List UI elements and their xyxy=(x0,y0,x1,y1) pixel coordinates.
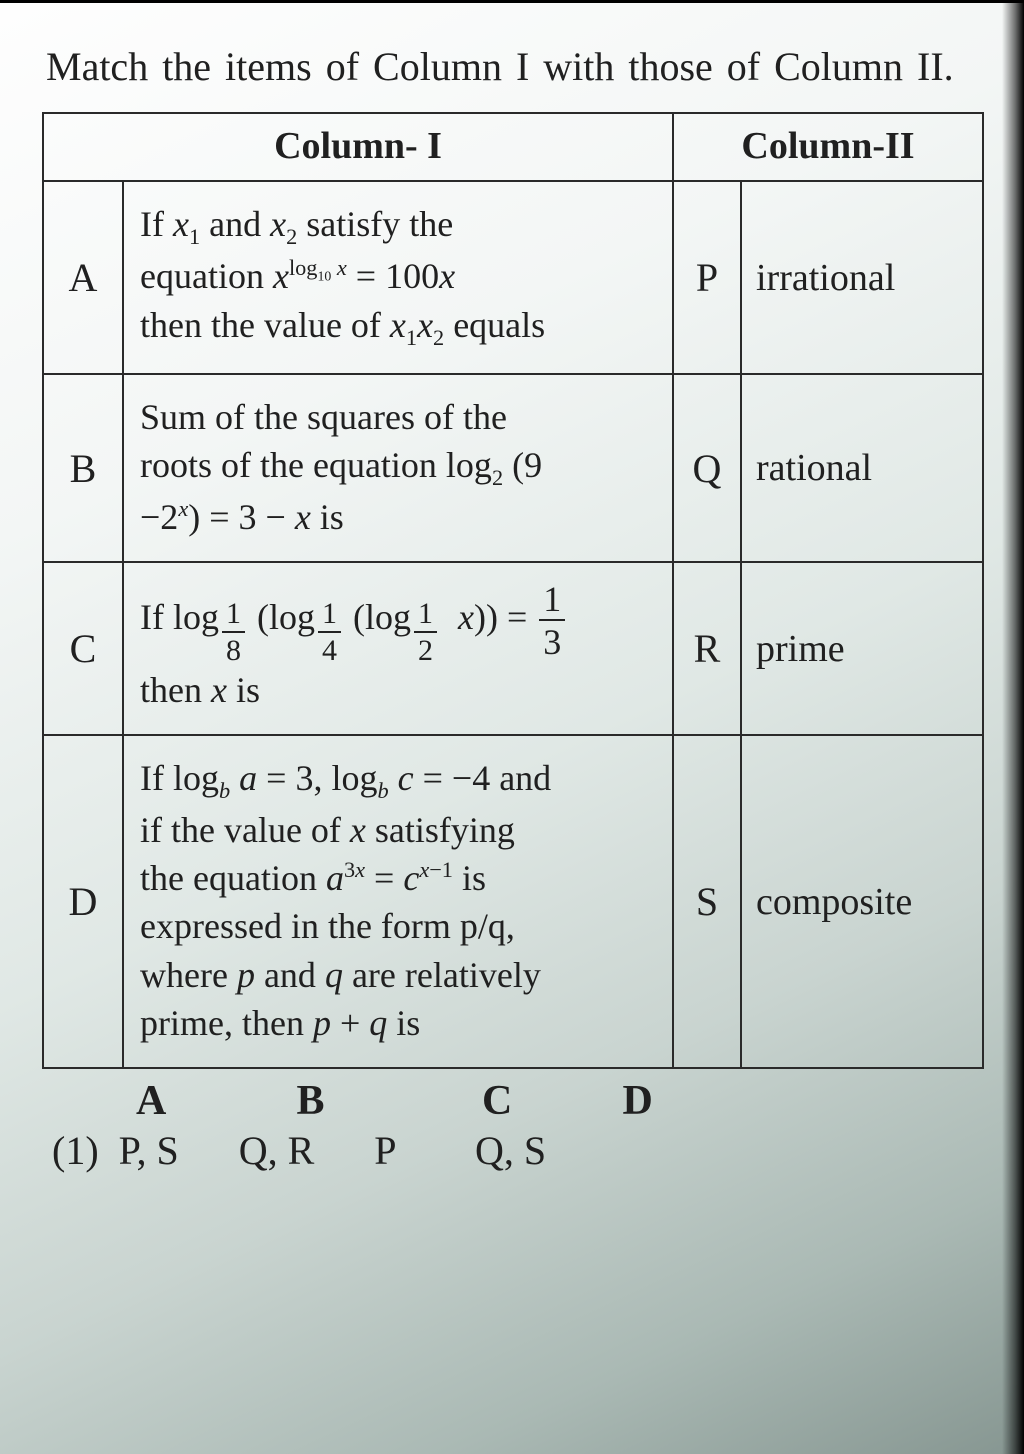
table-row: B Sum of the squares of the roots of the… xyxy=(43,374,983,563)
row-C-col1: If log18 (log14 (log12 x)) = 13 then x i… xyxy=(123,562,673,735)
row-A-label: A xyxy=(43,181,123,373)
row-A-rlabel: P xyxy=(673,181,741,373)
intro-text: Match the items of Column I with those o… xyxy=(46,40,990,94)
row-B-rlabel: Q xyxy=(673,374,741,563)
header-col1: Column- I xyxy=(43,113,673,181)
row-D-label: D xyxy=(43,735,123,1068)
header-col2: Column-II xyxy=(673,113,983,181)
row-A-col2: irrational xyxy=(741,181,983,373)
row-B-col2: rational xyxy=(741,374,983,563)
table-row: A If x1 and x2 satisfy the equation xlog… xyxy=(43,181,983,373)
row-D-col1: If logb a = 3, logb c = −4 and if the va… xyxy=(123,735,673,1068)
row-C-col2: prime xyxy=(741,562,983,735)
table-row: D If logb a = 3, logb c = −4 and if the … xyxy=(43,735,983,1068)
table-row: C If log18 (log14 (log12 x)) = 13 then x… xyxy=(43,562,983,735)
row-A-col1: If x1 and x2 satisfy the equation xlog10… xyxy=(123,181,673,373)
match-table: Column- I Column-II A If x1 and x2 satis… xyxy=(42,112,984,1069)
row-B-col1: Sum of the squares of the roots of the e… xyxy=(123,374,673,563)
row-B-label: B xyxy=(43,374,123,563)
options-header: A B C D xyxy=(42,1077,994,1125)
row-C-label: C xyxy=(43,562,123,735)
option-1[interactable]: (1) P, S Q, R P Q, S xyxy=(42,1127,994,1174)
row-D-col2: composite xyxy=(741,735,983,1068)
header-row: Column- I Column-II xyxy=(43,113,983,181)
row-C-rlabel: R xyxy=(673,562,741,735)
answer-options: A B C D (1) P, S Q, R P Q, S xyxy=(42,1077,994,1174)
row-D-rlabel: S xyxy=(673,735,741,1068)
